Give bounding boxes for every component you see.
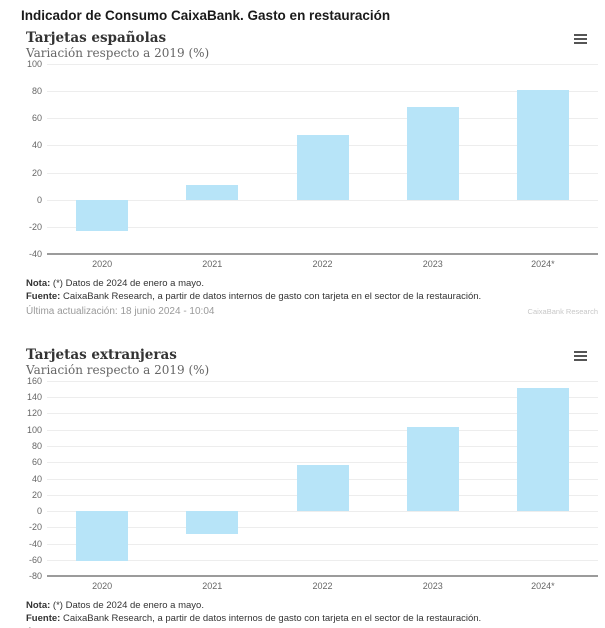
- chart-section-tarjetas-extranjeras: Tarjetas extranjeras Variación respecto …: [26, 347, 600, 628]
- x-axis-tick-label: 2024*: [531, 581, 555, 591]
- chart-title: Tarjetas españolas: [26, 30, 167, 46]
- note-text: (*) Datos de 2024 de enero a mayo.: [50, 278, 204, 289]
- y-axis-tick-label: -20: [28, 522, 42, 533]
- x-axis-tick-label: 2021: [202, 259, 223, 269]
- source-label: Fuente:: [26, 290, 61, 302]
- page: Indicador de Consumo CaixaBank. Gasto en…: [0, 8, 605, 628]
- bar-2021[interactable]: [186, 510, 239, 534]
- y-axis-tick-label: 60: [31, 457, 42, 468]
- source-label: Fuente:: [26, 612, 61, 624]
- y-axis-tick-label: 120: [26, 408, 42, 419]
- y-axis-tick-label: -40: [28, 249, 42, 259]
- y-axis-tick-label: 0: [36, 194, 42, 205]
- x-axis-line: [47, 253, 598, 255]
- y-axis-tick-label: -40: [28, 538, 42, 549]
- y-axis-tick-label: 140: [26, 392, 42, 403]
- x-axis-tick-label: 2020: [92, 581, 113, 591]
- source-text: CaixaBank Research, a partir de datos in…: [60, 290, 482, 302]
- bar-2022[interactable]: [296, 134, 349, 200]
- context-menu-button[interactable]: [568, 30, 592, 48]
- source-text: CaixaBank Research, a partir de datos in…: [60, 612, 482, 624]
- y-axis-tick-label: 80: [31, 440, 42, 451]
- y-axis-tick-label: 100: [26, 59, 42, 69]
- bar-2023[interactable]: [406, 107, 459, 200]
- x-axis-labels: 2020 2021 2022 2023 2024*: [47, 259, 598, 271]
- gridline: [47, 462, 598, 464]
- chart-title: Tarjetas extranjeras: [26, 347, 177, 363]
- y-axis-tick-label: 80: [31, 86, 42, 97]
- gridline: [47, 118, 598, 120]
- chart-header-text: Tarjetas extranjeras Variación respecto …: [26, 347, 209, 377]
- watermark: CaixaBank Research: [527, 307, 598, 316]
- gridline: [47, 91, 598, 93]
- chart-note: Nota: (*) Datos de 2024 de enero a mayo.: [26, 600, 600, 613]
- gridline: [47, 199, 598, 201]
- y-axis-tick-label: -60: [28, 554, 42, 565]
- y-axis-tick-label: -80: [28, 571, 42, 581]
- hamburger-menu-icon: [573, 349, 587, 363]
- x-axis-tick-label: 2023: [422, 581, 443, 591]
- bar-2024*[interactable]: [516, 89, 569, 200]
- gridline: [47, 429, 598, 431]
- x-axis-tick-label: 2022: [312, 259, 333, 269]
- gridline: [47, 397, 598, 399]
- bar-2023[interactable]: [406, 426, 459, 511]
- gridline: [47, 64, 598, 65]
- y-axis-tick-label: 60: [31, 113, 42, 124]
- note-label: Nota:: [26, 278, 51, 289]
- context-menu-button[interactable]: [568, 347, 592, 365]
- y-axis-tick-label: 20: [31, 167, 42, 178]
- gridline: [47, 413, 598, 415]
- gridline: [47, 445, 598, 447]
- chart-notes: Nota: (*) Datos de 2024 de enero a mayo.…: [26, 278, 600, 303]
- chart-subtitle: Variación respecto a 2019 (%): [26, 46, 210, 60]
- y-axis-tick-label: 40: [31, 140, 42, 151]
- chart-footer: Última actualización: 18 junio 2024 - 10…: [26, 306, 600, 317]
- y-axis-tick-label: 40: [31, 473, 42, 484]
- y-axis-tick-label: -20: [28, 221, 42, 232]
- chart-source: Fuente: CaixaBank Research, a partir de …: [26, 613, 600, 626]
- chart-header-text: Tarjetas españolas Variación respecto a …: [26, 30, 209, 60]
- note-label: Nota:: [26, 600, 51, 611]
- gridline: [47, 510, 598, 512]
- chart-header: Tarjetas extranjeras Variación respecto …: [26, 347, 600, 377]
- x-axis-labels: 2020 2021 2022 2023 2024*: [47, 581, 598, 593]
- bar-2022[interactable]: [296, 464, 349, 511]
- y-axis-tick-label: 100: [26, 424, 42, 435]
- x-axis-line: [47, 575, 598, 577]
- gridline: [47, 527, 598, 529]
- y-axis-tick-label: 20: [31, 489, 42, 500]
- plot-area: 100 80 60 40 20 0 -20 -40: [27, 59, 598, 259]
- gridline: [47, 381, 598, 382]
- bar-2021[interactable]: [186, 184, 239, 200]
- gridline: [47, 543, 598, 545]
- chart-header: Tarjetas españolas Variación respecto a …: [26, 30, 600, 60]
- x-axis-tick-label: 2024*: [531, 259, 555, 269]
- x-axis-tick-label: 2021: [202, 581, 223, 591]
- chart-section-tarjetas-espanolas: Tarjetas españolas Variación respecto a …: [26, 30, 600, 317]
- x-axis-tick-label: 2020: [92, 259, 113, 269]
- page-title: Indicador de Consumo CaixaBank. Gasto en…: [21, 8, 391, 23]
- chart-subtitle: Variación respecto a 2019 (%): [26, 363, 210, 377]
- bar-2024*[interactable]: [516, 388, 569, 511]
- bar-2020[interactable]: [76, 510, 129, 561]
- y-axis-tick-label: 0: [36, 505, 42, 516]
- note-text: (*) Datos de 2024 de enero a mayo.: [50, 600, 204, 611]
- gridline: [47, 226, 598, 228]
- plot-area: 160 140 120 100 80 60 40 20 0 -20 -40 -60 -80: [27, 376, 598, 581]
- bar-2020[interactable]: [76, 199, 129, 231]
- chart-notes: Nota: (*) Datos de 2024 de enero a mayo.…: [26, 600, 600, 625]
- gridline: [47, 559, 598, 561]
- hamburger-menu-icon: [573, 32, 587, 46]
- y-axis-tick-label: 160: [26, 376, 42, 386]
- x-axis-tick-label: 2022: [312, 581, 333, 591]
- x-axis-tick-label: 2023: [422, 259, 443, 269]
- last-updated: Última actualización: 18 junio 2024 - 10…: [26, 306, 215, 317]
- chart-source: Fuente: CaixaBank Research, a partir de …: [26, 291, 600, 304]
- chart-note: Nota: (*) Datos de 2024 de enero a mayo.: [26, 278, 600, 291]
